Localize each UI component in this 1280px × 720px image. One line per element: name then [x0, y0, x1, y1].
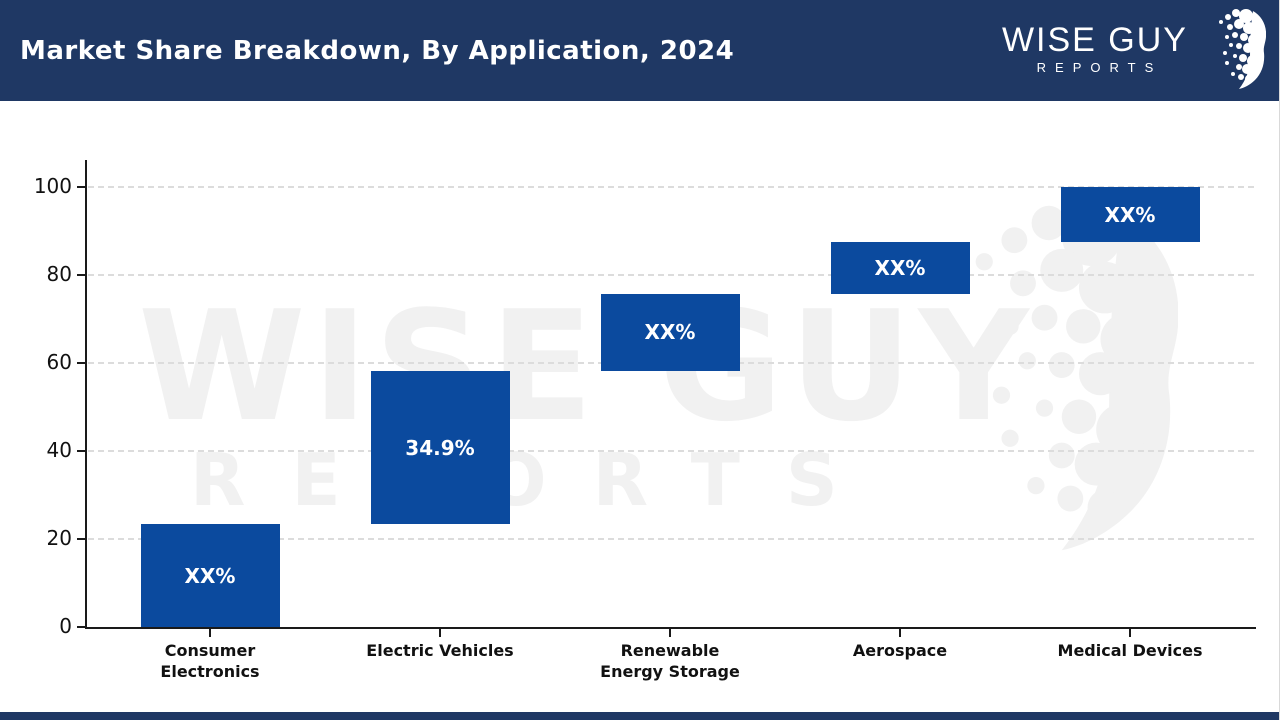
logo-subtitle: REPORTS	[1036, 60, 1163, 76]
bar-3: XX%	[830, 242, 970, 294]
footer-bar	[0, 712, 1279, 720]
logo-wordmark: WISE GUY	[1001, 20, 1188, 59]
y-tick-mark-0	[77, 626, 85, 628]
bar-value-label-3: XX%	[874, 256, 926, 281]
watermark-text: WISE GUY	[138, 278, 1035, 455]
x-category-label-3: Aerospace	[852, 641, 948, 660]
bar-value-label-2: XX%	[644, 320, 696, 345]
x-category-label-1: Electric Vehicles	[366, 641, 514, 660]
x-tick-mark-4	[1129, 629, 1131, 637]
x-tick-mark-0	[209, 629, 211, 637]
bar-0: XX%	[140, 524, 280, 627]
logo-text: WISE GUY REPORTS	[1001, 20, 1188, 76]
y-tick-mark-80	[77, 274, 85, 276]
y-tick-label-60: 60	[46, 350, 72, 374]
y-tick-mark-40	[77, 450, 85, 452]
page-title: Market Share Breakdown, By Application, …	[20, 35, 735, 66]
logo-face-icon	[1219, 9, 1266, 89]
watermark-text-reports: REPORTS	[190, 438, 884, 522]
x-tick-mark-1	[439, 629, 441, 637]
bar-4: XX%	[1060, 187, 1200, 243]
bar-value-label-0: XX%	[184, 563, 236, 588]
y-tick-label-40: 40	[46, 438, 72, 462]
y-tick-mark-100	[77, 186, 85, 188]
y-axis-line	[85, 160, 87, 629]
gridline-40	[88, 450, 1254, 452]
gridline-80	[88, 274, 1254, 276]
wise-guy-logo: WISE GUY REPORTS	[1002, 8, 1266, 90]
y-tick-mark-20	[77, 538, 85, 540]
bar-1: 34.9%	[370, 370, 510, 525]
bar-2: XX%	[600, 293, 740, 371]
x-axis-line	[85, 627, 1256, 629]
y-tick-mark-60	[77, 362, 85, 364]
bar-value-label-1: 34.9%	[405, 435, 475, 460]
x-category-label-2: Renewable Energy Storage	[600, 641, 740, 682]
y-tick-label-80: 80	[46, 262, 72, 286]
header-bar: Market Share Breakdown, By Application, …	[0, 0, 1279, 101]
y-tick-label-100: 100	[33, 174, 72, 198]
x-tick-mark-3	[899, 629, 901, 637]
y-tick-label-20: 20	[46, 526, 72, 550]
gridline-100	[88, 186, 1254, 188]
bar-value-label-4: XX%	[1104, 202, 1156, 227]
x-category-label-0: Consumer Electronics	[160, 641, 260, 682]
gridline-20	[88, 538, 1254, 540]
watermark-face-icon	[975, 205, 1178, 551]
x-tick-mark-2	[669, 629, 671, 637]
x-category-label-4: Medical Devices	[1057, 641, 1203, 660]
y-tick-label-0: 0	[59, 614, 72, 638]
